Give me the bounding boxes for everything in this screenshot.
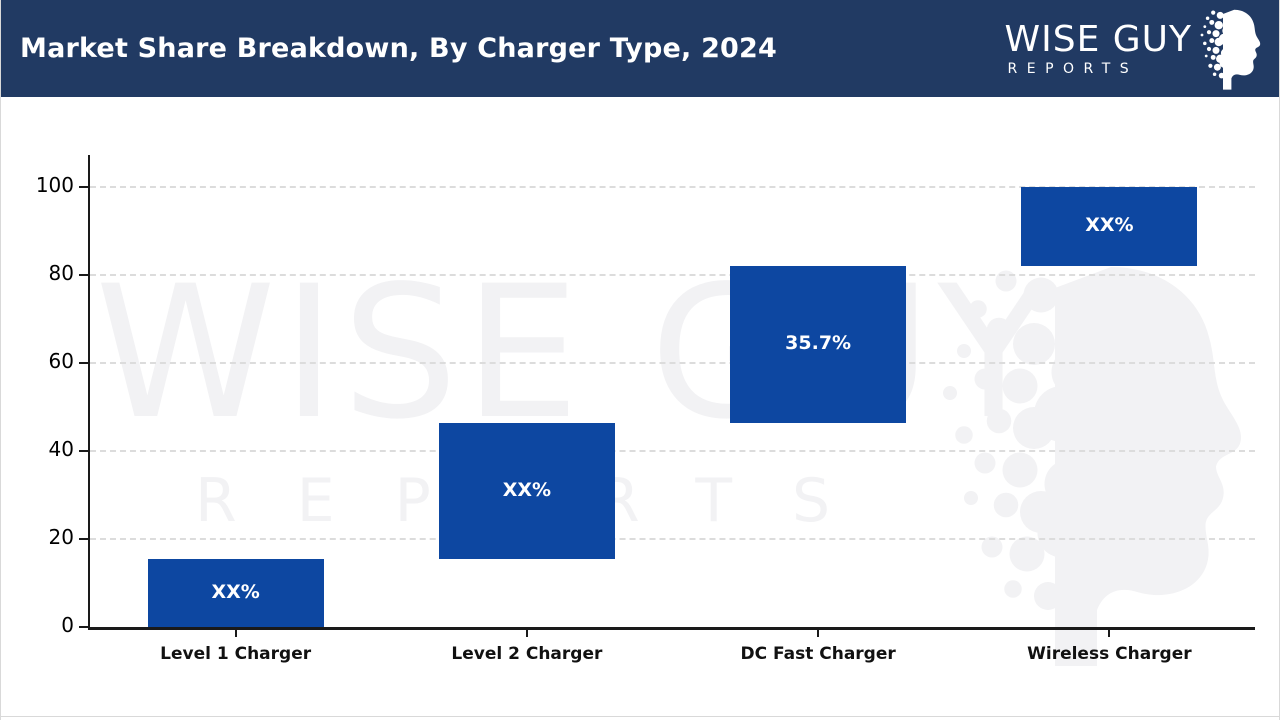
- y-tick-label: 20: [48, 525, 74, 549]
- y-tick-label: 80: [48, 261, 74, 285]
- watermark-face-icon: [943, 267, 1242, 666]
- bar: [147, 558, 324, 627]
- page-title: Market Share Breakdown, By Charger Type,…: [20, 33, 778, 64]
- page-border-bottom: [0, 716, 1280, 717]
- wiseguy-face-icon: [1200, 9, 1261, 90]
- bar: [730, 265, 907, 423]
- logo-name: WISE GUY: [1004, 18, 1192, 60]
- bar: [438, 422, 615, 559]
- y-tick-label: 0: [61, 613, 74, 637]
- y-tick-mark: [79, 274, 88, 276]
- gridline: [90, 450, 1255, 452]
- y-tick-mark: [79, 186, 88, 188]
- y-tick-mark: [79, 450, 88, 452]
- x-tick-mark: [817, 630, 820, 637]
- x-tick-mark: [1108, 630, 1111, 637]
- bar-value-label: XX%: [211, 580, 260, 603]
- bar: [1021, 187, 1198, 266]
- y-tick-label: 100: [35, 173, 74, 197]
- header-banner: Market Share Breakdown, By Charger Type,…: [0, 0, 1280, 97]
- x-tick-mark: [234, 630, 237, 637]
- x-axis-label: Level 2 Charger: [451, 644, 603, 664]
- bar-value-label: XX%: [502, 478, 552, 501]
- bar-value-label: XX%: [1085, 214, 1134, 237]
- x-axis-label: DC Fast Charger: [740, 644, 896, 664]
- x-axis-label: Wireless Charger: [1027, 644, 1192, 664]
- logo-sub: REPORTS: [1007, 60, 1139, 77]
- page-border-left: [0, 0, 1, 720]
- plot-area: 0 20 40 60 80 100 XX% Level 1 Charger XX% Level 2…: [36, 155, 1255, 664]
- bar-value-label: 35.7%: [785, 332, 852, 355]
- gridline: [90, 274, 1255, 276]
- gridline: [90, 538, 1255, 540]
- x-tick-mark: [525, 630, 528, 637]
- gridline: [90, 186, 1255, 188]
- y-tick-mark: [79, 626, 88, 628]
- y-tick-label: 60: [48, 349, 74, 373]
- wiseguy-logo: WISE GUY REPORTS: [1005, 7, 1267, 91]
- logo-text: WISE GUY REPORTS: [1004, 18, 1193, 77]
- gridline: [90, 362, 1255, 364]
- y-tick-mark: [79, 538, 88, 540]
- y-tick-label: 40: [48, 437, 74, 461]
- y-tick-mark: [79, 362, 88, 364]
- x-axis-label: Level 1 Charger: [160, 644, 312, 664]
